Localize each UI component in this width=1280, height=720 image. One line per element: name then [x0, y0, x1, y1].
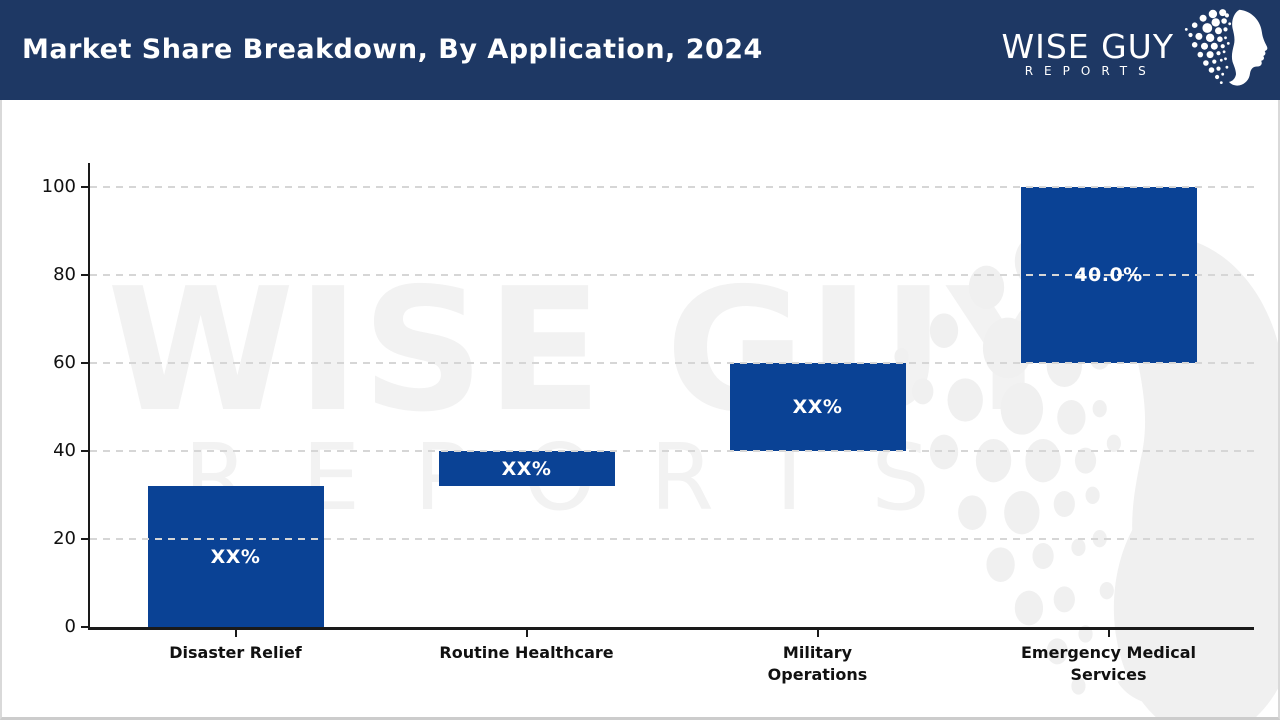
- logo-subtitle: REPORTS: [1024, 64, 1157, 79]
- x-tick: [816, 630, 819, 637]
- y-tick-label-80: 80: [53, 264, 76, 285]
- bar-value-label: XX%: [210, 545, 261, 568]
- y-tick-label-40: 40: [53, 440, 76, 461]
- gridline-100: [90, 186, 1254, 188]
- y-tick-60: [81, 362, 88, 364]
- chart-area: WISE GUY REPORTS: [2, 100, 1278, 717]
- gridline-20: [90, 538, 1254, 540]
- logo-text: WISE GUY REPORTS: [1001, 26, 1174, 79]
- y-tick-40: [81, 450, 88, 452]
- category-label: Disaster Relief: [169, 643, 302, 662]
- page-title: Market Share Breakdown, By Application, …: [22, 34, 763, 65]
- category-label: Military Operations: [767, 643, 868, 684]
- y-tick-label-100: 100: [41, 176, 76, 197]
- y-tick-label-0: 0: [64, 616, 76, 637]
- bar-value-label: XX%: [501, 457, 552, 480]
- wise-guy-reports-logo: WISE GUY REPORTS: [1001, 7, 1268, 95]
- bar-segment: [729, 363, 906, 451]
- y-tick-80: [81, 274, 88, 276]
- bar-value-label: XX%: [792, 396, 843, 418]
- y-axis-line: [88, 163, 90, 630]
- gridline-60: [90, 362, 1254, 364]
- x-axis-line: [88, 627, 1254, 630]
- x-tick: [1107, 630, 1110, 637]
- x-tick: [234, 630, 237, 637]
- y-tick-20: [81, 538, 88, 540]
- bar-segment: [147, 486, 324, 627]
- watermark-wordmark: WISE GUY: [107, 252, 1073, 450]
- y-tick-0: [81, 626, 88, 628]
- dotted-head-icon: [1176, 7, 1268, 95]
- y-tick-label-60: 60: [53, 352, 76, 373]
- header-bar: Market Share Breakdown, By Application, …: [0, 0, 1280, 100]
- x-tick: [525, 630, 528, 637]
- y-tick-label-20: 20: [53, 528, 76, 549]
- gridline-80: [90, 274, 1254, 276]
- category-label: Emergency Medical Services: [1021, 643, 1196, 684]
- bar-segment: [438, 451, 615, 487]
- plot-area: 0 20 40 60 80 100 XX% XX% XX% 40.0% Disaster Relie…: [42, 163, 1254, 684]
- y-tick-100: [81, 186, 88, 188]
- gridline-40: [90, 450, 1254, 452]
- category-label: Routine Healthcare: [439, 643, 614, 662]
- bar-value-label: 40.0%: [1074, 264, 1143, 286]
- logo-wordmark: WISE GUY: [1001, 26, 1174, 66]
